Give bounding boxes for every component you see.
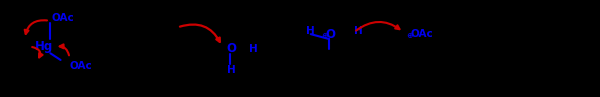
FancyArrowPatch shape — [25, 20, 47, 34]
Text: H: H — [354, 26, 362, 36]
Text: OAc: OAc — [52, 13, 74, 23]
Text: Hg: Hg — [35, 40, 53, 53]
Text: OAc: OAc — [70, 61, 92, 71]
FancyArrowPatch shape — [180, 25, 220, 42]
Text: ⊕: ⊕ — [407, 31, 413, 40]
Text: H: H — [249, 43, 258, 54]
FancyArrowPatch shape — [356, 22, 400, 31]
Text: O: O — [226, 42, 236, 55]
FancyArrowPatch shape — [32, 47, 43, 57]
Text: O: O — [325, 28, 335, 41]
Text: H: H — [227, 65, 236, 74]
Text: OAc: OAc — [411, 29, 433, 39]
Text: ⊕: ⊕ — [321, 31, 328, 40]
Text: H: H — [306, 26, 315, 36]
FancyArrowPatch shape — [59, 44, 69, 55]
